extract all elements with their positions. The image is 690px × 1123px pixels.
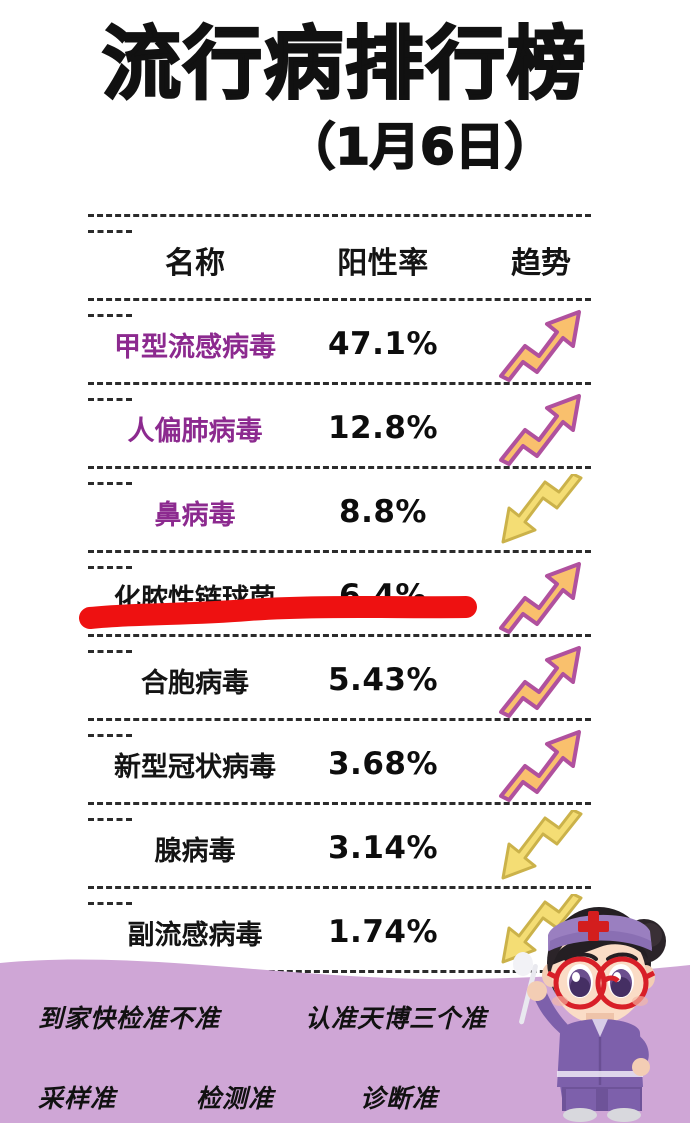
row-disease-name: 人偏肺病毒: [127, 415, 263, 447]
row-separator: [88, 298, 591, 301]
row-separator-stub: [88, 650, 132, 653]
row-disease-name: 副流感病毒: [127, 919, 263, 951]
table-row[interactable]: 腺病毒 3.14%: [0, 806, 690, 890]
red-stroke-icon: [79, 596, 477, 629]
row-disease-name: 合胞病毒: [141, 667, 249, 699]
row-disease-name: 鼻病毒: [154, 499, 236, 531]
row-separator-stub: [88, 818, 132, 821]
row-positive-rate: 12.8%: [327, 410, 439, 446]
row-trend-cell: [476, 302, 606, 386]
row-separator-stub: [88, 230, 132, 233]
up-arrow-icon: [499, 562, 581, 634]
row-disease-name: 新型冠状病毒: [114, 751, 276, 783]
up-arrow-icon: [499, 394, 581, 466]
row-separator-stub: [88, 566, 132, 569]
table-row[interactable]: 人偏肺病毒 12.8%: [0, 386, 690, 470]
row-separator: [88, 466, 591, 469]
row-trend-cell: [476, 806, 606, 890]
row-separator: [88, 970, 591, 973]
row-separator: [88, 634, 591, 637]
row-trend-cell: [476, 638, 606, 722]
banner-line-4: 检测准: [196, 1084, 275, 1113]
row-positive-rate: 3.68%: [327, 746, 439, 782]
red-cross-icon: [578, 911, 609, 941]
banner-line-5: 诊断准: [360, 1084, 439, 1113]
table-row[interactable]: 合胞病毒 5.43%: [0, 638, 690, 722]
row-positive-rate: 47.1%: [327, 326, 439, 362]
row-trend-cell: [476, 386, 606, 470]
banner-line-2: 认准天博三个准: [305, 1004, 488, 1033]
row-disease-name: 腺病毒: [154, 835, 236, 867]
up-arrow-icon: [499, 310, 581, 382]
page-subtitle-date: （1月6日）: [284, 117, 555, 177]
row-separator-stub: [88, 314, 132, 317]
down-arrow-icon: [501, 810, 583, 880]
row-separator: [88, 550, 591, 553]
bottom-banner: 到家快检准不准 认准天博三个准 采样准 检测准 诊断准: [0, 907, 690, 1123]
banner-line-3: 采样准: [38, 1084, 117, 1113]
down-arrow-icon: [501, 474, 583, 544]
nurse-mascot-icon: [513, 907, 666, 1122]
table-row[interactable]: 副流感病毒 1.74%: [0, 890, 690, 974]
row-separator: [88, 214, 591, 217]
row-trend-cell: [476, 554, 606, 638]
table-row[interactable]: 甲型流感病毒 47.1%: [0, 302, 690, 386]
banner-line-1: 到家快检准不准: [38, 1004, 221, 1033]
row-separator: [88, 718, 591, 721]
banner-background-shape: [0, 959, 690, 1123]
header: 流行病排行榜 （1月6日）: [0, 0, 690, 205]
row-separator-stub: [88, 902, 132, 905]
glasses-icon: [546, 956, 656, 1010]
row-separator: [88, 886, 591, 889]
row-separator-stub: [88, 398, 132, 401]
row-positive-rate: 5.43%: [327, 662, 439, 698]
down-arrow-icon: [501, 894, 583, 964]
row-trend-cell: [476, 890, 606, 974]
red-highlight-annotation: [78, 596, 478, 630]
row-positive-rate: 1.74%: [327, 914, 439, 950]
column-header-name: 名称: [165, 246, 225, 281]
row-separator-stub: [88, 734, 132, 737]
table-row[interactable]: 新型冠状病毒 3.68%: [0, 722, 690, 806]
up-arrow-icon: [499, 646, 581, 718]
row-separator-stub: [88, 482, 132, 485]
table-header-row: 名称 阳性率 趋势: [0, 218, 690, 302]
up-arrow-icon: [499, 730, 581, 802]
row-disease-name: 甲型流感病毒: [114, 331, 276, 363]
row-separator: [88, 382, 591, 385]
row-positive-rate: 8.8%: [339, 494, 427, 530]
row-separator: [88, 802, 591, 805]
column-header-trend: 趋势: [511, 246, 571, 281]
page-title: 流行病排行榜: [101, 18, 588, 110]
table-row[interactable]: 鼻病毒 8.8%: [0, 470, 690, 554]
row-trend-cell: [476, 470, 606, 554]
row-positive-rate: 3.14%: [327, 830, 439, 866]
row-trend-cell: [476, 722, 606, 806]
column-header-rate: 阳性率: [337, 246, 429, 281]
